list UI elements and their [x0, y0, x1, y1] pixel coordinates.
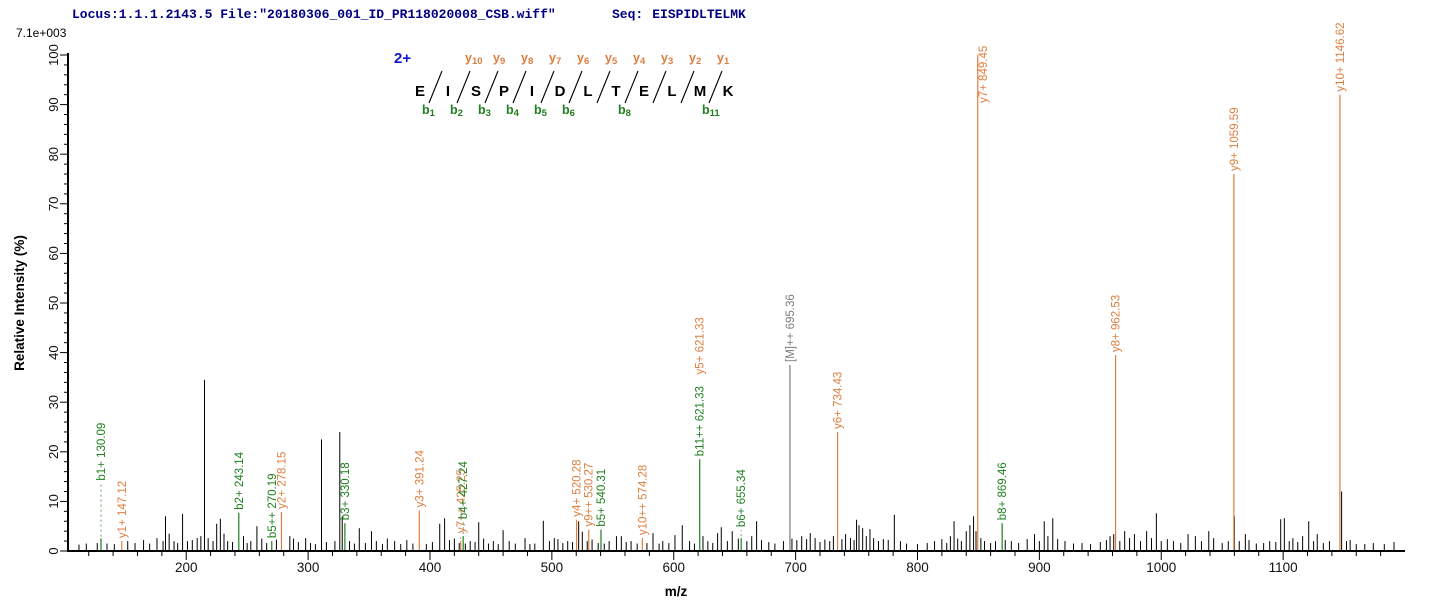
peak-label-b4: b4+ 427.24 — [458, 461, 470, 519]
peak-label-b5: b5+ 540.31 — [596, 469, 608, 527]
diagram-ion-y10: y10 — [465, 51, 483, 67]
residue-I-4: I — [530, 83, 534, 100]
x-tick-label: 1100 — [1269, 560, 1298, 575]
diagram-ion-b4: b4 — [506, 103, 520, 119]
peak-label-y1: y1+ 147.12 — [117, 481, 129, 538]
x-tick-label: 500 — [541, 560, 564, 575]
cleavage-mark — [428, 70, 443, 104]
residue-T-7: T — [611, 83, 620, 100]
cleavage-mark — [652, 70, 667, 104]
diagram-ion-y9: y9 — [493, 51, 505, 67]
x-tick-label: 600 — [662, 560, 685, 575]
diagram-ion-b11: b11 — [702, 103, 720, 119]
y-tick-label: 40 — [46, 345, 61, 359]
diagram-ion-y6: y6 — [577, 51, 589, 67]
cleavage-mark — [540, 70, 555, 104]
cleavage-mark — [568, 70, 583, 104]
diagram-ion-y8: y8 — [521, 51, 533, 67]
diagram-ion-b3: b3 — [478, 103, 491, 119]
y-tick-label: 0 — [46, 547, 61, 554]
residue-E-0: E — [415, 83, 425, 100]
diagram-ion-b1: b1 — [422, 103, 436, 119]
y-tick-label: 90 — [46, 97, 61, 111]
x-tick-label: 400 — [419, 560, 442, 575]
x-tick-label: 800 — [906, 560, 929, 575]
cleavage-mark — [456, 70, 471, 104]
diagram-ion-y2: y2 — [689, 51, 701, 67]
diagram-ion-y7: y7 — [549, 51, 561, 67]
y-tick-label: 100 — [46, 44, 61, 66]
sequence-header: Seq: EISPIDLTELMK — [612, 7, 746, 22]
cleavage-mark — [484, 70, 499, 104]
x-axis-title: m/z — [665, 584, 688, 599]
y-tick-label: 10 — [46, 494, 61, 508]
peak-label-y9: y9+ 1059.59 — [1229, 107, 1241, 171]
peak-label-b11: b11++ 621.33 — [695, 386, 707, 456]
y-tick-label: 80 — [46, 147, 61, 161]
peak-label-y7: y7+ 849.45 — [978, 46, 990, 103]
sequence-value: EISPIDLTELMK — [652, 7, 746, 22]
peak-label-y5: y5+ 621.33 — [695, 317, 707, 374]
x-tick-label: 700 — [784, 560, 807, 575]
intensity-scale-label: 7.1e+003 — [16, 26, 67, 40]
peak-label-y7: y7++ 425.25 — [456, 469, 468, 533]
peak-label-b1: b1+ 130.09 — [96, 423, 108, 481]
peak-label-y10: y10+ 1146.62 — [1335, 23, 1347, 92]
cleavage-mark — [708, 70, 723, 104]
y-axis-title: Relative Intensity (%) — [12, 235, 27, 371]
residue-D-5: D — [555, 83, 566, 100]
peak-label-y6: y6+ 734.43 — [833, 372, 845, 429]
residue-L-6: L — [583, 83, 592, 100]
x-tick-label: 900 — [1028, 560, 1051, 575]
cleavage-mark — [596, 70, 611, 104]
y-tick-label: 30 — [46, 395, 61, 409]
y-tick-label: 50 — [46, 296, 61, 310]
precursor-charge-label: 2+ — [394, 50, 411, 67]
residue-I-1: I — [446, 83, 450, 100]
residue-M-10: M — [694, 83, 707, 100]
x-tick-label: 200 — [175, 560, 198, 575]
peak-label-b5: b5++ 270.19 — [267, 473, 279, 538]
cleavage-mark — [512, 70, 527, 104]
diagram-ion-b5: b5 — [534, 103, 548, 119]
residue-K-11: K — [723, 83, 734, 100]
y-tick-label: 60 — [46, 246, 61, 260]
peak-label-y9: y9++ 530.27 — [584, 463, 596, 527]
y-tick-label: 70 — [46, 197, 61, 211]
diagram-ion-y3: y3 — [661, 51, 673, 67]
residue-E-8: E — [639, 83, 649, 100]
y-tick-label: 20 — [46, 445, 61, 459]
peak-label-M: [M]++ 695.36 — [785, 294, 797, 362]
peak-label-b8: b8+ 869.46 — [997, 462, 1009, 520]
residue-S-2: S — [471, 83, 481, 100]
peak-label-b6: b6+ 655.34 — [736, 469, 748, 527]
cleavage-mark — [680, 70, 695, 104]
peak-label-y2: y2+ 278.15 — [276, 452, 288, 509]
peak-label-y4: y4+ 520.28 — [572, 460, 584, 517]
residue-L-9: L — [667, 83, 676, 100]
locus-file-text: Locus:1.1.1.2143.5 File:"20180306_001_ID… — [72, 7, 556, 22]
diagram-ion-b2: b2 — [450, 103, 463, 119]
diagram-ion-b6: b6 — [562, 103, 575, 119]
diagram-ion-y4: y4 — [633, 51, 646, 67]
x-tick-label: 300 — [297, 560, 320, 575]
cleavage-mark — [624, 70, 639, 104]
diagram-ion-y1: y1 — [717, 51, 730, 67]
peak-label-y10: y10++ 574.28 — [637, 465, 649, 535]
seq-label: Seq: — [612, 7, 644, 22]
header-line: Locus:1.1.1.2143.5 File:"20180306_001_ID… — [0, 7, 1436, 67]
peak-label-y8: y8+ 962.53 — [1111, 295, 1123, 352]
peak-label-y3: y3+ 391.24 — [414, 449, 426, 507]
peak-label-b2: b2+ 243.14 — [234, 451, 246, 509]
x-tick-label: 1000 — [1146, 560, 1176, 575]
peak-label-b3: b3+ 330.18 — [340, 462, 352, 520]
residue-P-3: P — [499, 83, 509, 100]
diagram-ion-y5: y5 — [605, 51, 618, 67]
diagram-ion-b8: b8 — [618, 103, 631, 119]
